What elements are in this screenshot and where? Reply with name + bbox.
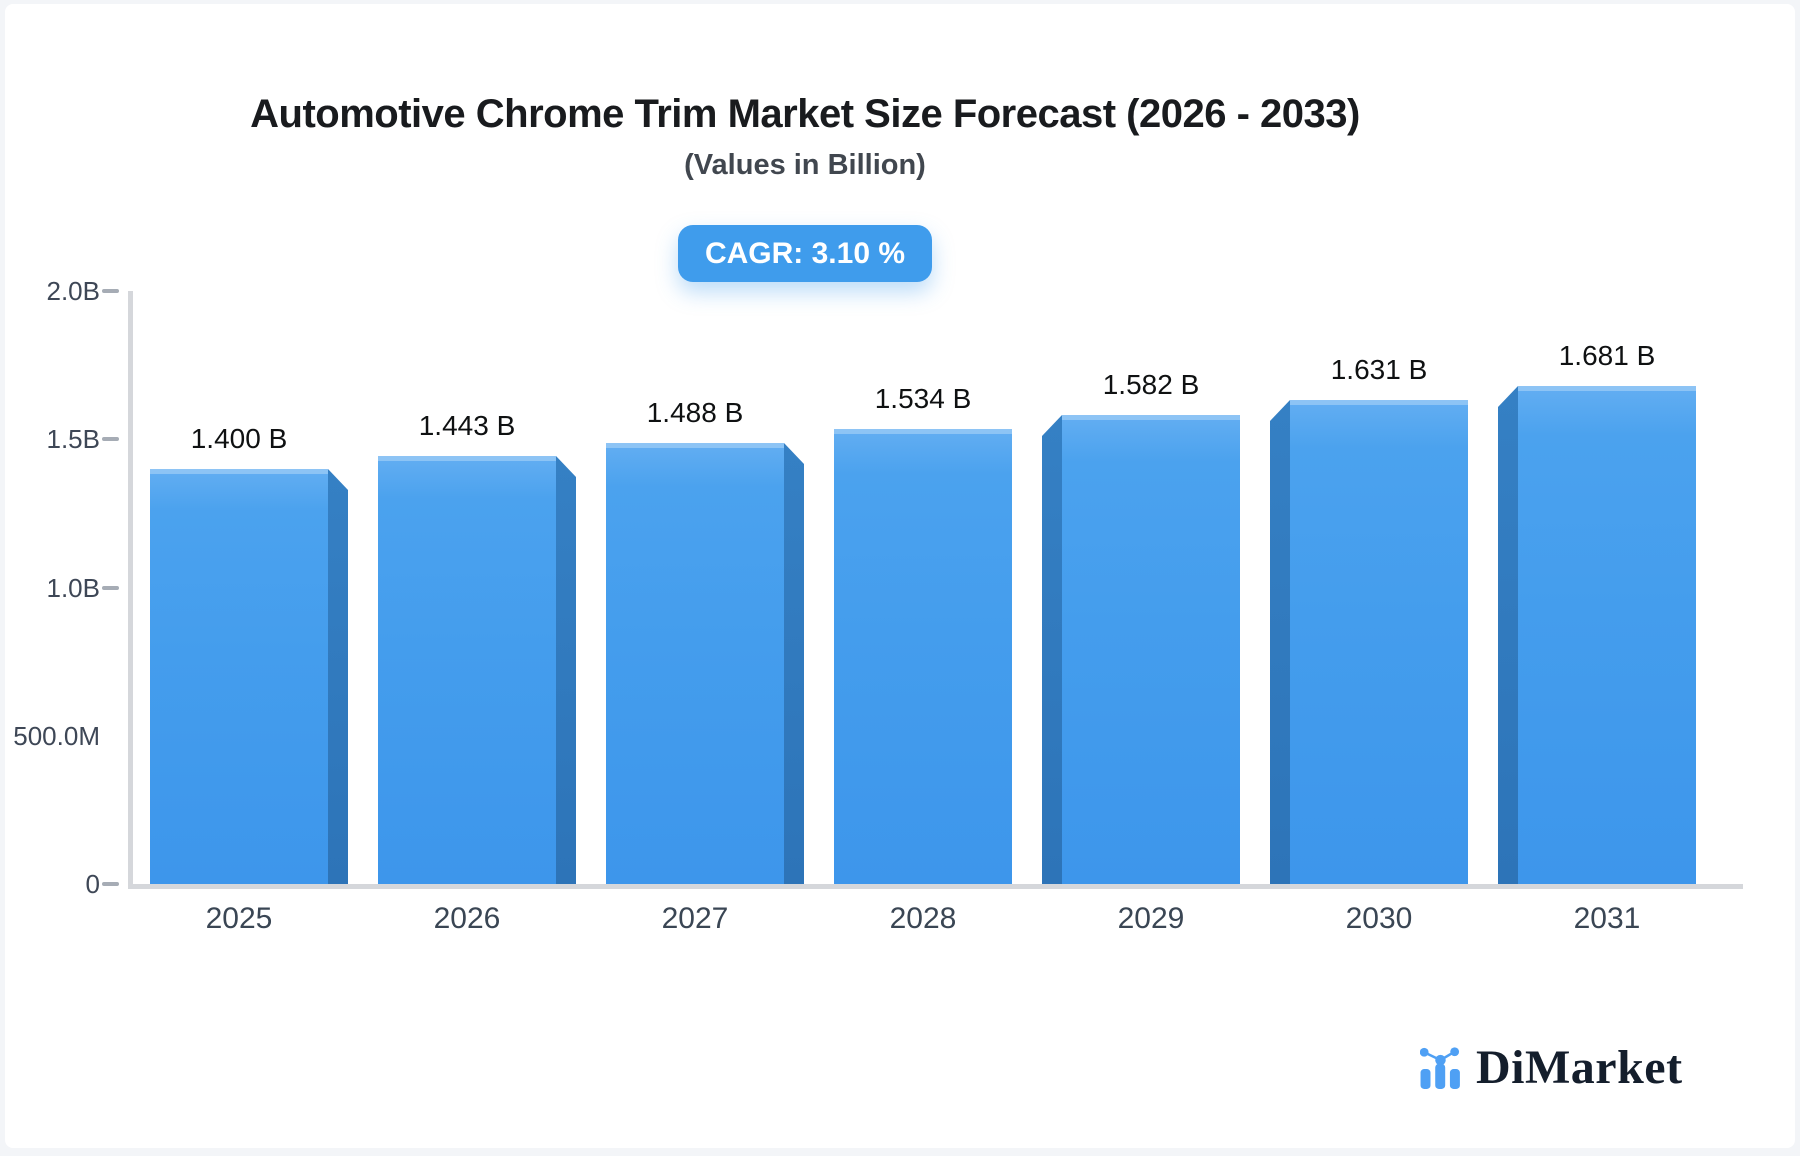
x-axis-label: 2030 [1345,902,1413,935]
brand-logo: DiMarket [1420,1040,1720,1096]
brand-name: DiMarket [1476,1041,1683,1094]
bar-2025 [150,469,328,884]
cagr-badge: CAGR: 3.10 % [677,225,933,282]
bar-top-highlight [1518,386,1696,391]
bar-value-label: 1.582 B [1102,369,1200,400]
x-axis-label: 2026 [433,902,501,935]
bar-value-label: 1.631 B [1330,354,1428,385]
y-axis-label: 1.0B [46,573,101,603]
x-axis-label: 2029 [1117,902,1185,935]
bar-2029 [1062,415,1240,884]
x-axis-line [128,884,1743,889]
chart-subtitle: (Values in Billion) [684,149,926,181]
bar-2031 [1518,386,1696,884]
bar-side-face [556,456,576,884]
y-axis-tick [102,289,119,293]
bar-2028 [834,429,1012,884]
bar-2026 [378,456,556,884]
y-axis-label: 0 [85,869,100,899]
bar-2027 [606,443,784,884]
chart-title: Automotive Chrome Trim Market Size Forec… [250,92,1360,136]
x-axis-label: 2027 [661,902,729,935]
bar-side-face [1042,415,1062,884]
bar-top-highlight [834,429,1012,434]
bar-side-face [1270,400,1290,884]
bar-2030 [1290,400,1468,884]
chart-header: Automotive Chrome Trim Market Size Forec… [0,0,1610,282]
bar-side-face [1498,386,1518,884]
bar-value-label: 1.488 B [646,397,744,428]
bar-side-face [328,469,348,884]
y-axis-tick [102,586,119,590]
bar-top-highlight [1290,400,1468,405]
x-axis-label: 2025 [205,902,273,935]
y-axis-line [128,291,133,889]
x-axis-label: 2031 [1573,902,1641,935]
y-axis-label: 2.0B [46,276,101,306]
bar-top-highlight [378,456,556,461]
bar-top-highlight [1062,415,1240,420]
mini-bar-chart-icon [1420,1047,1460,1089]
bar-value-label: 1.400 B [190,423,288,454]
bar-value-label: 1.443 B [418,410,516,441]
bar-top-highlight [606,443,784,448]
y-axis-label: 500.0M [13,721,100,751]
bar-side-face [784,443,804,884]
bar-value-label: 1.681 B [1558,340,1656,371]
bar-value-label: 1.534 B [874,383,972,414]
bar-top-highlight [150,469,328,474]
x-axis-label: 2028 [889,902,957,935]
y-axis-tick [102,882,119,886]
y-axis-tick [102,437,119,441]
y-axis-label: 1.5B [46,424,101,454]
